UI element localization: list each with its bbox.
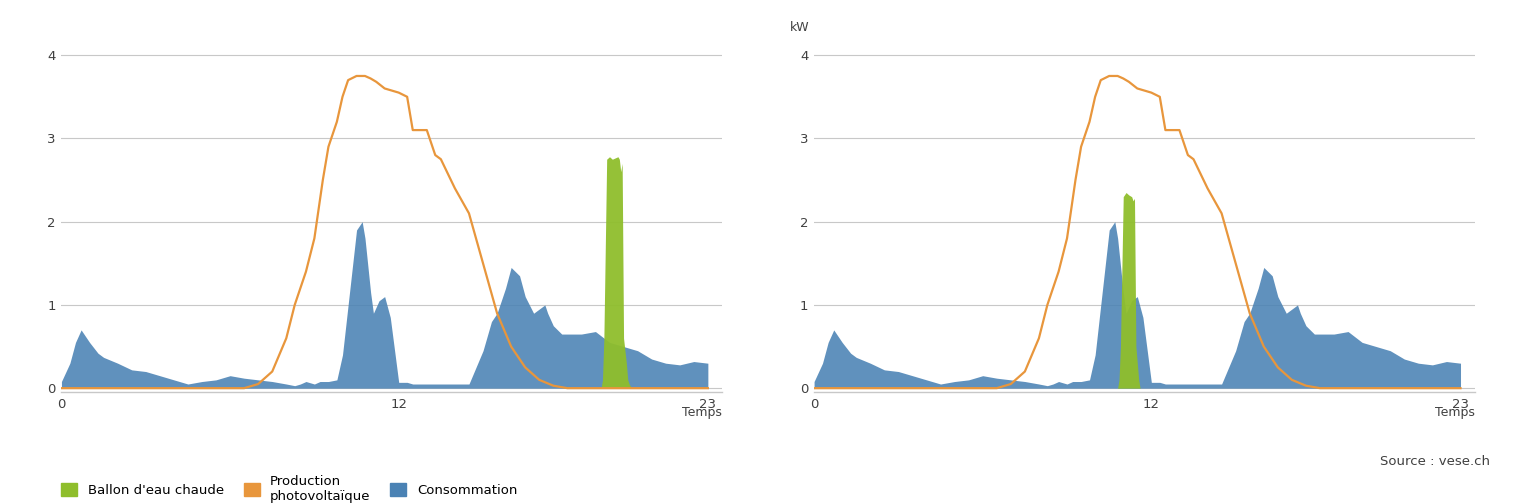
- Legend: Ballon d'eau chaude, Production
photovoltaïque, Consommation: Ballon d'eau chaude, Production photovol…: [61, 475, 518, 503]
- Text: Temps: Temps: [1435, 406, 1475, 420]
- Text: Source : vese.ch: Source : vese.ch: [1379, 455, 1490, 468]
- Text: kW: kW: [790, 21, 809, 34]
- Text: Temps: Temps: [682, 406, 722, 420]
